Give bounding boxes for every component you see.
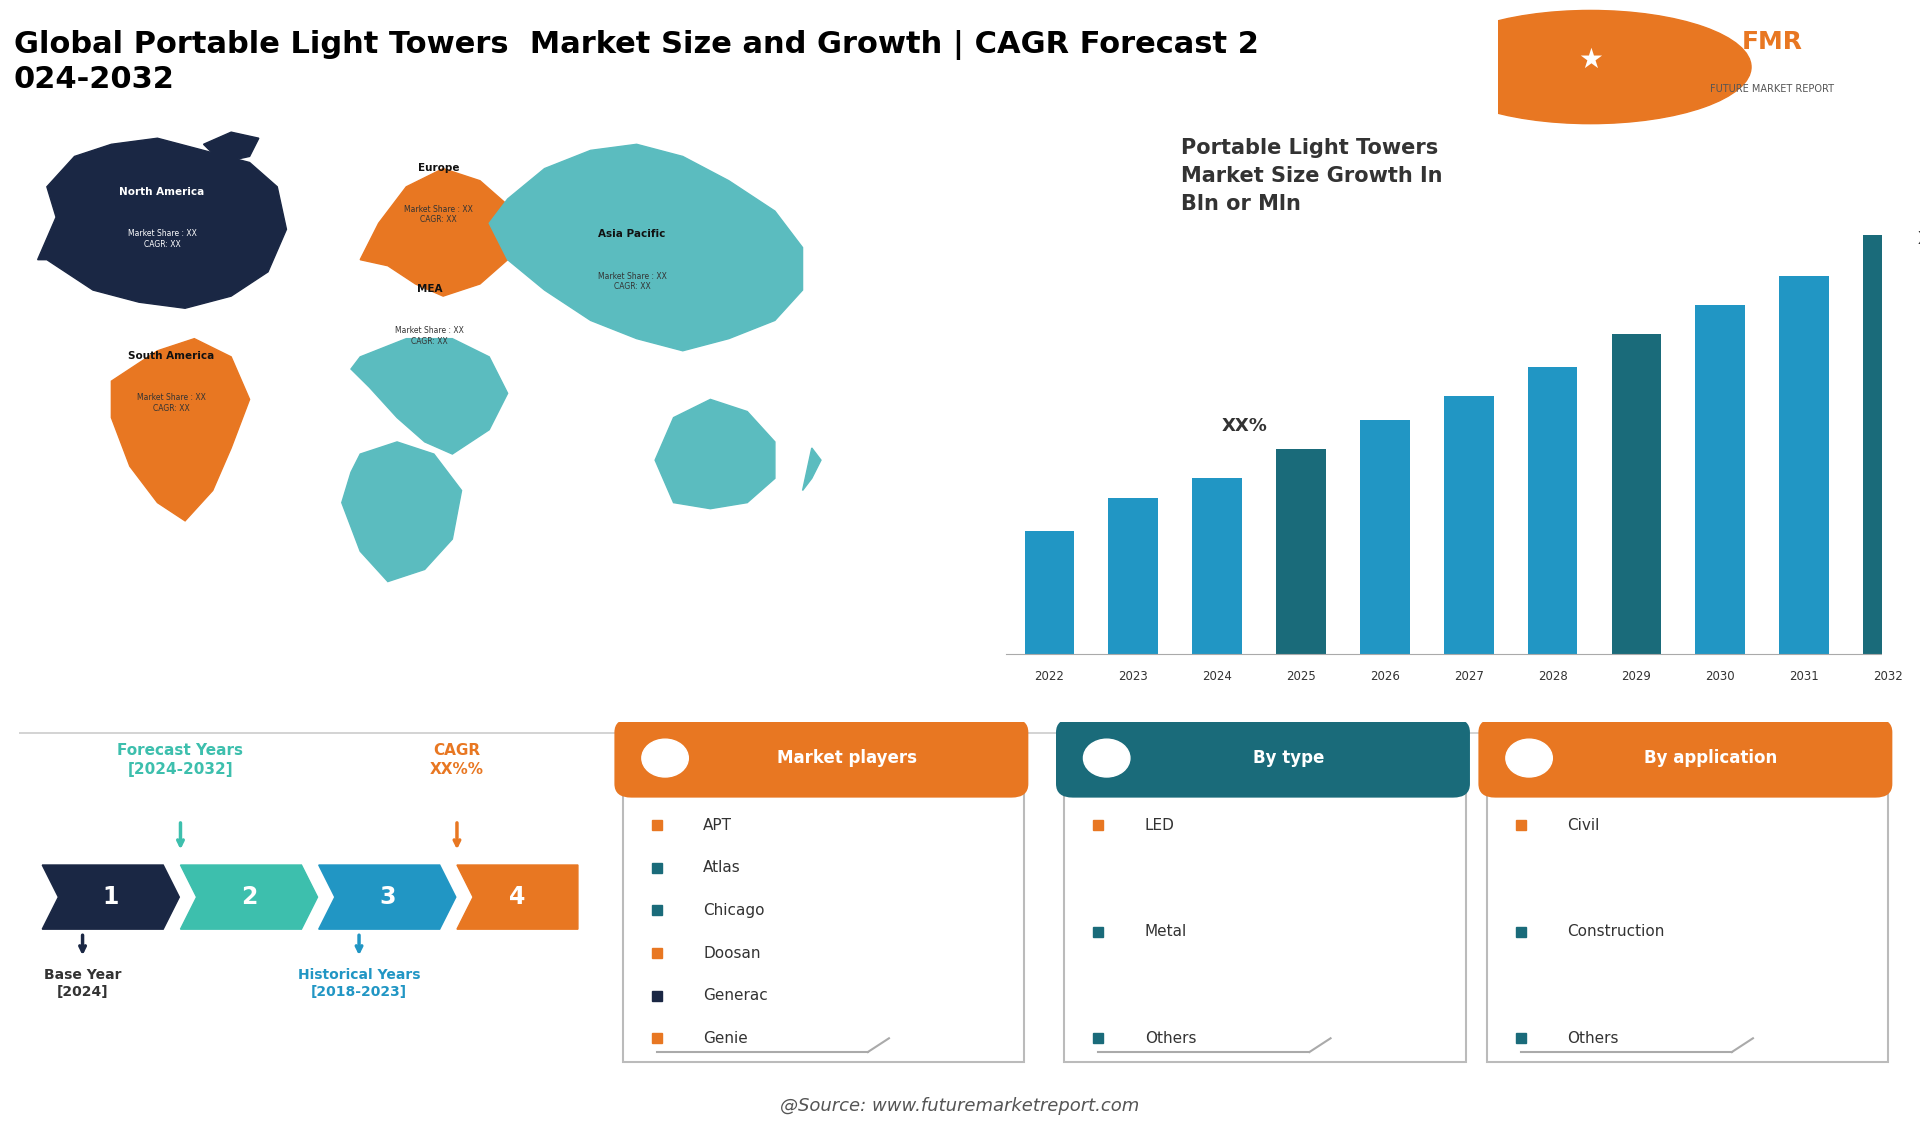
Polygon shape [342, 442, 461, 582]
FancyBboxPatch shape [1064, 791, 1465, 1062]
Bar [1108, 499, 1158, 654]
Text: Civil: Civil [1567, 817, 1599, 833]
Bar [1192, 478, 1242, 654]
Text: Construction: Construction [1567, 924, 1665, 940]
Text: Base Year
[2024]: Base Year [2024] [44, 967, 121, 999]
Polygon shape [180, 865, 317, 929]
Text: 2028: 2028 [1538, 669, 1567, 683]
Polygon shape [111, 338, 250, 520]
Text: 2: 2 [240, 885, 257, 909]
Text: Market Share : XX
CAGR: XX: Market Share : XX CAGR: XX [136, 393, 205, 413]
Text: Chicago: Chicago [703, 903, 764, 918]
Text: 2026: 2026 [1371, 669, 1400, 683]
Text: 1: 1 [102, 885, 119, 909]
Bar [1025, 532, 1075, 654]
Text: 2031: 2031 [1789, 669, 1818, 683]
Text: Market Share : XX
CAGR: XX: Market Share : XX CAGR: XX [396, 327, 465, 346]
Circle shape [1083, 739, 1129, 777]
Text: Market Share : XX
CAGR: XX: Market Share : XX CAGR: XX [127, 229, 196, 249]
Text: 3: 3 [378, 885, 396, 909]
Text: XX%: XX% [1918, 229, 1920, 248]
Text: By type: By type [1252, 749, 1325, 767]
Text: XX%: XX% [1221, 417, 1267, 435]
Bar [1359, 421, 1409, 654]
Text: Others: Others [1567, 1030, 1619, 1046]
Text: 2023: 2023 [1117, 669, 1148, 683]
Text: FUTURE MARKET REPORT: FUTURE MARKET REPORT [1711, 85, 1834, 94]
Text: Genie: Genie [703, 1030, 749, 1046]
Text: 2032: 2032 [1874, 669, 1903, 683]
Text: Portable Light Towers
Market Size Growth In
Bln or Mln: Portable Light Towers Market Size Growth… [1181, 139, 1442, 214]
Circle shape [1430, 10, 1751, 124]
Text: 2025: 2025 [1286, 669, 1315, 683]
Polygon shape [457, 865, 578, 929]
Text: Market players: Market players [778, 749, 916, 767]
Polygon shape [803, 448, 822, 490]
Polygon shape [42, 865, 179, 929]
Text: By application: By application [1644, 749, 1778, 767]
Polygon shape [319, 865, 455, 929]
Text: LED: LED [1144, 817, 1175, 833]
Bar [1780, 276, 1830, 654]
Polygon shape [361, 168, 526, 296]
FancyBboxPatch shape [1478, 719, 1893, 798]
Polygon shape [490, 144, 803, 351]
Text: FMR: FMR [1741, 30, 1803, 54]
Text: 2029: 2029 [1622, 669, 1651, 683]
Text: @Source: www.futuremarketreport.com: @Source: www.futuremarketreport.com [780, 1097, 1140, 1115]
Text: Metal: Metal [1144, 924, 1187, 940]
Polygon shape [204, 132, 259, 163]
Text: South America: South America [129, 351, 215, 361]
Text: 2024: 2024 [1202, 669, 1233, 683]
Text: 2030: 2030 [1705, 669, 1736, 683]
Bar [1862, 235, 1912, 654]
Text: ★: ★ [1578, 46, 1603, 73]
Polygon shape [655, 399, 776, 509]
Bar [1444, 395, 1494, 654]
Text: APT: APT [703, 817, 732, 833]
Text: 2022: 2022 [1035, 669, 1064, 683]
Text: 4: 4 [509, 885, 526, 909]
Circle shape [641, 739, 687, 777]
Text: Generac: Generac [703, 988, 768, 1003]
Text: Historical Years
[2018-2023]: Historical Years [2018-2023] [298, 967, 420, 999]
Text: Market Share : XX
CAGR: XX: Market Share : XX CAGR: XX [403, 205, 472, 225]
Text: CAGR
XX%%: CAGR XX%% [430, 743, 484, 777]
Bar [1695, 305, 1745, 654]
Text: Market Share : XX
CAGR: XX: Market Share : XX CAGR: XX [597, 272, 666, 291]
FancyBboxPatch shape [1486, 791, 1887, 1062]
Bar [1611, 333, 1661, 654]
Text: Global Portable Light Towers  Market Size and Growth | CAGR Forecast 2
024-2032: Global Portable Light Towers Market Size… [13, 30, 1260, 94]
Text: Forecast Years
[2024-2032]: Forecast Years [2024-2032] [117, 743, 244, 777]
Polygon shape [38, 139, 286, 308]
FancyBboxPatch shape [614, 719, 1029, 798]
Bar [1277, 449, 1327, 654]
Text: Doosan: Doosan [703, 945, 760, 960]
Text: Others: Others [1144, 1030, 1196, 1046]
Text: Europe: Europe [419, 163, 459, 173]
Text: North America: North America [119, 187, 205, 197]
Text: Asia Pacific: Asia Pacific [599, 229, 666, 240]
Text: MEA: MEA [417, 284, 442, 295]
FancyBboxPatch shape [1056, 719, 1471, 798]
FancyBboxPatch shape [622, 791, 1023, 1062]
Text: 2027: 2027 [1453, 669, 1484, 683]
Circle shape [1505, 739, 1551, 777]
Polygon shape [351, 338, 507, 454]
Text: Atlas: Atlas [703, 861, 741, 876]
Bar [1528, 367, 1578, 654]
